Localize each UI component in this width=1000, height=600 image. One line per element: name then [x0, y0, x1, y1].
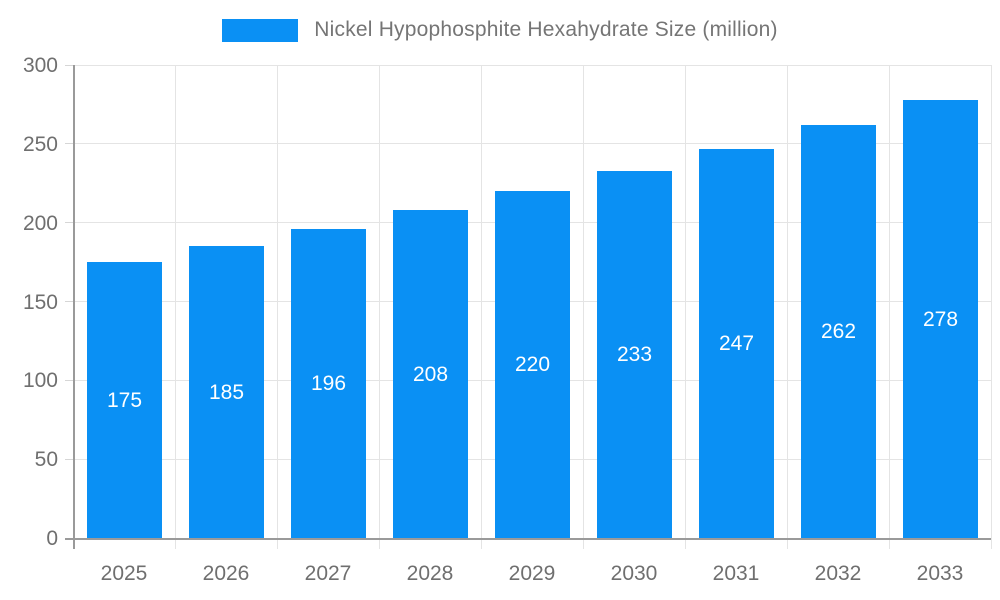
x-axis-tick-label: 2027	[304, 562, 352, 585]
legend: Nickel Hypophosphite Hexahydrate Size (m…	[0, 18, 1000, 42]
bar-value-label: 220	[514, 353, 551, 376]
y-axis-tick-label: 200	[22, 211, 58, 235]
legend-swatch	[222, 18, 299, 42]
gridline-vertical	[276, 65, 278, 549]
y-axis-tick-label: 150	[22, 290, 58, 314]
y-axis-tick	[65, 143, 73, 145]
y-axis-tick	[65, 222, 73, 224]
y-axis-tick-label: 300	[22, 54, 58, 77]
gridline-vertical	[990, 65, 992, 549]
y-axis-tick-label: 100	[22, 369, 58, 393]
bar-value-label: 247	[718, 332, 755, 355]
x-axis-tick-label: 2032	[814, 562, 862, 585]
gridline-vertical	[888, 65, 890, 549]
y-axis-tick	[65, 301, 73, 302]
bar-value-label: 262	[820, 320, 857, 343]
bar-value-label: 196	[310, 372, 347, 395]
y-axis-tick-label: 0	[46, 527, 58, 550]
legend-item[interactable]: Nickel Hypophosphite Hexahydrate Size (m…	[222, 18, 778, 42]
y-axis-tick-label: 250	[22, 132, 58, 156]
bar-value-label: 233	[616, 343, 653, 366]
x-axis-tick-label: 2033	[916, 562, 964, 585]
gridline-vertical	[786, 65, 788, 549]
y-axis-tick	[65, 458, 73, 460]
y-axis-line	[73, 65, 75, 549]
gridline-vertical	[174, 65, 176, 549]
bar[interactable]: 220	[495, 191, 570, 538]
bar[interactable]: 185	[189, 246, 264, 538]
y-axis-tick	[65, 379, 73, 381]
bar-value-label: 208	[412, 362, 449, 386]
gridline-horizontal	[73, 143, 991, 145]
bar[interactable]: 196	[291, 229, 366, 538]
x-axis-tick-label: 2025	[100, 562, 148, 585]
x-axis-tick-label: 2029	[508, 562, 556, 585]
bar[interactable]: 233	[597, 171, 672, 538]
bar[interactable]: 247	[699, 149, 774, 538]
bar-value-label: 185	[208, 380, 245, 404]
x-axis-tick-label: 2030	[610, 562, 658, 585]
bar[interactable]: 262	[801, 125, 876, 538]
gridline-vertical	[480, 65, 482, 549]
y-axis-tick-label: 50	[34, 448, 58, 472]
bar[interactable]: 175	[87, 262, 162, 538]
bar[interactable]: 208	[393, 210, 468, 538]
gridline-vertical	[684, 65, 686, 549]
x-axis-tick-label: 2028	[406, 562, 454, 585]
gridline-horizontal	[73, 64, 991, 66]
y-axis-tick	[65, 64, 73, 66]
bar-value-label: 278	[922, 307, 959, 331]
gridline-vertical	[582, 65, 584, 549]
bar-value-label: 175	[106, 388, 143, 412]
gridline-vertical	[378, 65, 380, 549]
plot-area: 175 185 196 208 220 233 247 262 278	[73, 64, 992, 549]
x-axis-tick-label: 2031	[712, 562, 760, 585]
x-axis-line	[65, 538, 991, 540]
x-axis-tick-label: 2026	[202, 562, 250, 585]
bar[interactable]: 278	[903, 100, 978, 538]
legend-label: Nickel Hypophosphite Hexahydrate Size (m…	[314, 18, 778, 41]
